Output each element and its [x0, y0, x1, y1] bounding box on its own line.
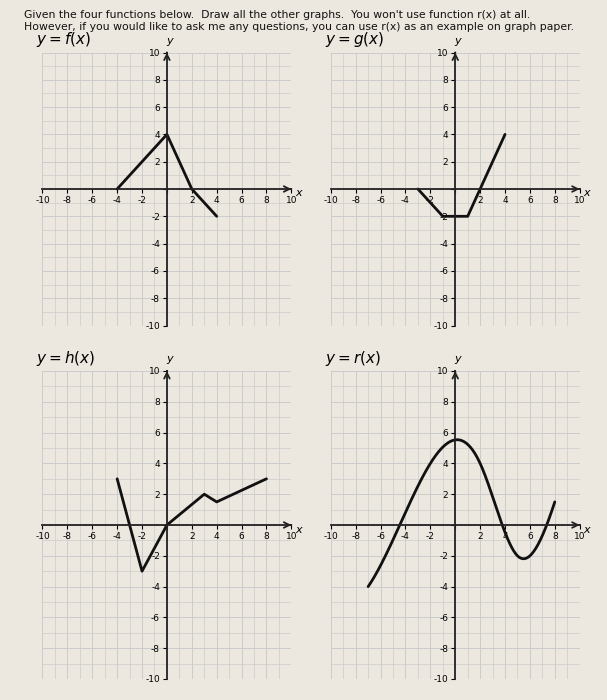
Text: $y$: $y$ [166, 354, 175, 366]
Text: However, if you would like to ask me any questions, you can use r(x) as an examp: However, if you would like to ask me any… [24, 22, 574, 32]
Text: $y$: $y$ [455, 354, 464, 366]
Text: $x$: $x$ [583, 188, 592, 198]
Text: $y=h(x)$: $y=h(x)$ [36, 349, 96, 368]
Text: $x$: $x$ [295, 524, 304, 535]
Text: Given the four functions below.  Draw all the other graphs.  You won't use funct: Given the four functions below. Draw all… [24, 10, 531, 20]
Text: $y$: $y$ [455, 36, 464, 48]
Text: $x$: $x$ [295, 188, 304, 198]
Text: $y=g(x)$: $y=g(x)$ [325, 30, 384, 49]
Text: $x$: $x$ [583, 524, 592, 535]
Text: $y$: $y$ [166, 36, 175, 48]
Text: $y=f(x)$: $y=f(x)$ [36, 30, 92, 49]
Text: $y=r(x)$: $y=r(x)$ [325, 349, 381, 368]
